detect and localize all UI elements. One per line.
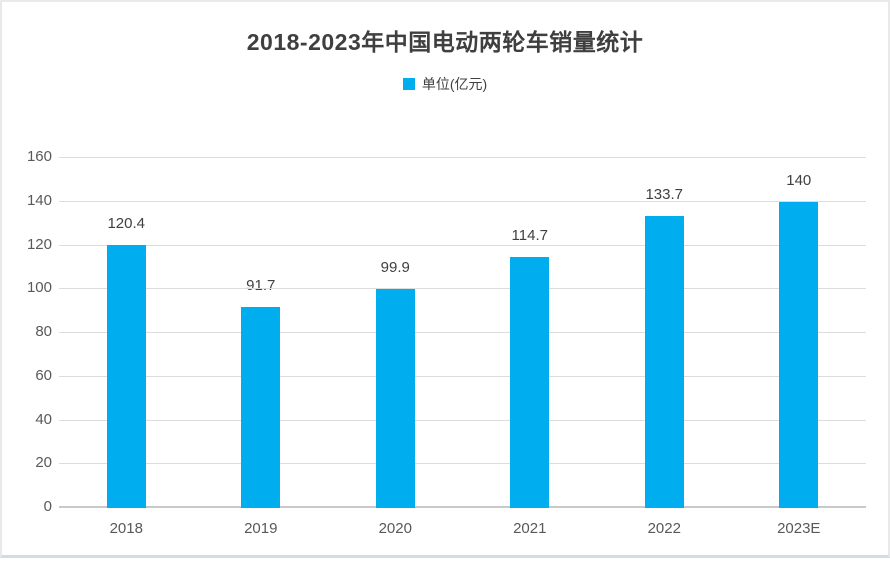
bar-value-label: 133.7 bbox=[645, 185, 684, 203]
x-tick-label: 2021 bbox=[513, 520, 547, 537]
legend-label: 单位(亿元) bbox=[421, 76, 488, 92]
y-tick-label: 140 bbox=[26, 191, 52, 209]
bar bbox=[375, 289, 415, 508]
bar-value-label: 140 bbox=[786, 171, 812, 189]
x-tick-label: 2022 bbox=[647, 520, 681, 537]
x-axis-line bbox=[59, 506, 866, 508]
gridline bbox=[59, 288, 866, 290]
gridline bbox=[59, 419, 866, 421]
x-tick-label: 2023E bbox=[777, 520, 821, 537]
bar-value-label: 91.7 bbox=[246, 277, 276, 295]
bar-value-label: 99.9 bbox=[380, 259, 410, 277]
bar-value-label: 114.7 bbox=[511, 227, 548, 245]
gridline bbox=[59, 244, 866, 246]
gridline bbox=[59, 200, 866, 202]
x-tick-label: 2019 bbox=[244, 520, 278, 537]
y-tick-label: 40 bbox=[35, 410, 52, 428]
legend: 单位(亿元) bbox=[2, 74, 888, 94]
plot-area: 0 20 40 60 80 100 120 140 160 120.4 2018 91.7 2019 99… bbox=[27, 148, 866, 537]
legend-swatch-icon bbox=[402, 78, 415, 90]
bar bbox=[106, 244, 146, 508]
chart-title: 2018-2023年中国电动两轮车销量统计 bbox=[246, 29, 644, 55]
y-tick-label: 0 bbox=[43, 498, 52, 515]
y-tick-label: 60 bbox=[35, 366, 52, 384]
bar bbox=[779, 201, 819, 508]
y-tick-label: 120 bbox=[26, 235, 52, 253]
bar bbox=[644, 215, 684, 508]
x-tick-label: 2018 bbox=[109, 520, 143, 537]
y-tick-label: 100 bbox=[26, 279, 52, 297]
y-tick-label: 80 bbox=[35, 323, 52, 340]
gridline bbox=[59, 375, 866, 377]
bar-value-label: 120.4 bbox=[107, 214, 146, 232]
gridline bbox=[59, 157, 866, 158]
y-tick-label: 20 bbox=[35, 454, 52, 472]
gridline bbox=[59, 463, 866, 465]
x-tick-label: 2020 bbox=[378, 520, 412, 537]
bar bbox=[510, 257, 550, 508]
y-tick-label: 160 bbox=[26, 148, 52, 165]
bar bbox=[241, 307, 281, 508]
gridline bbox=[59, 332, 866, 333]
